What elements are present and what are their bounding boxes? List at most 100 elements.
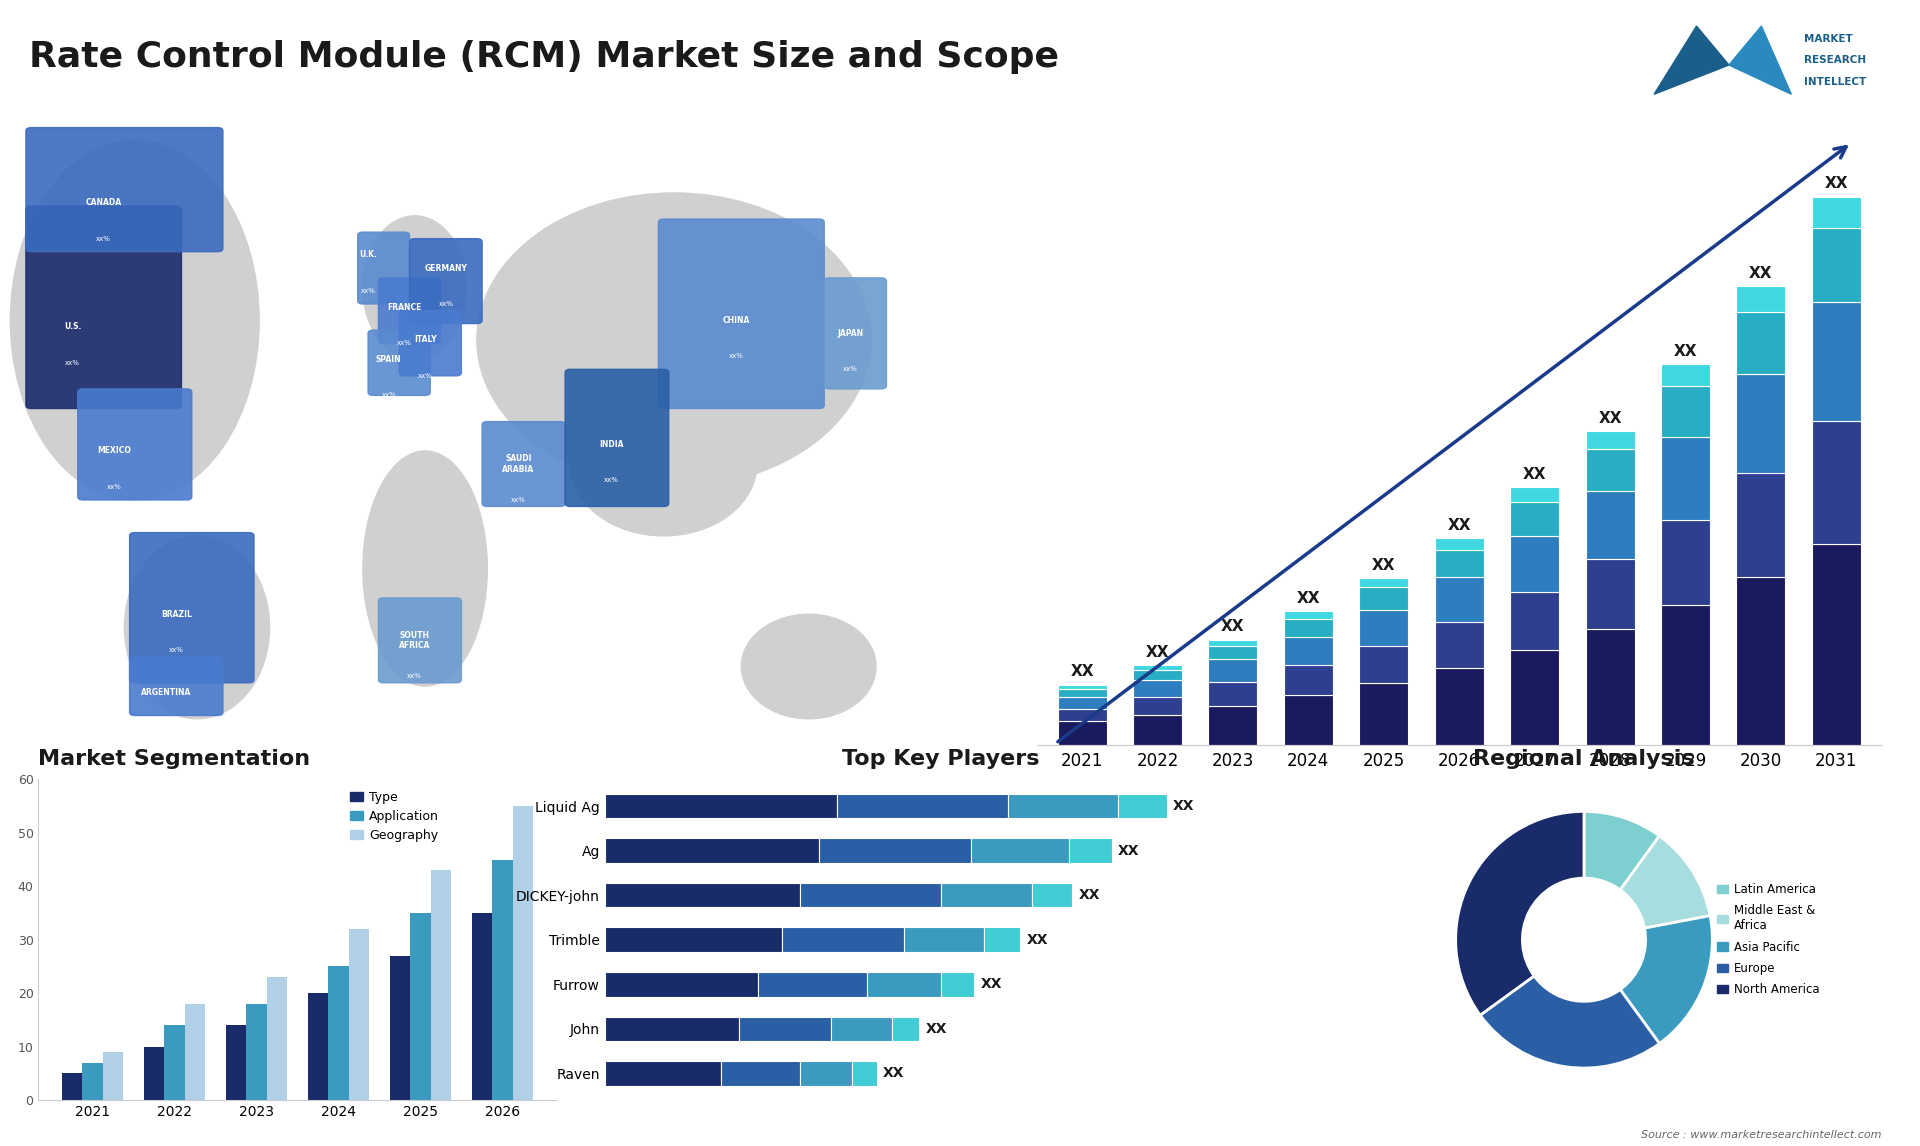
Bar bbox=[1736, 576, 1786, 745]
Bar bbox=[1284, 696, 1332, 745]
Text: INTELLECT: INTELLECT bbox=[1803, 77, 1866, 87]
Bar bbox=[1661, 605, 1711, 745]
Bar bbox=[267, 978, 288, 1100]
Text: U.S.: U.S. bbox=[63, 322, 81, 331]
Text: xx%: xx% bbox=[407, 674, 422, 680]
Bar bbox=[1511, 487, 1559, 502]
Text: XX: XX bbox=[1117, 843, 1139, 857]
Bar bbox=[83, 1062, 104, 1100]
Bar bbox=[1008, 794, 1117, 818]
Bar bbox=[328, 966, 349, 1100]
Bar bbox=[1284, 619, 1332, 637]
Bar bbox=[605, 794, 837, 818]
Bar bbox=[1133, 715, 1183, 745]
Bar bbox=[720, 1061, 801, 1085]
FancyBboxPatch shape bbox=[357, 233, 409, 304]
Bar bbox=[61, 1074, 83, 1100]
Wedge shape bbox=[1480, 976, 1659, 1068]
Text: xx%: xx% bbox=[397, 340, 411, 346]
Ellipse shape bbox=[125, 536, 269, 719]
Bar bbox=[472, 913, 492, 1100]
Bar bbox=[941, 972, 973, 997]
Bar bbox=[390, 956, 411, 1100]
Bar bbox=[1208, 706, 1258, 745]
Ellipse shape bbox=[476, 193, 872, 487]
Bar bbox=[837, 794, 1008, 818]
Polygon shape bbox=[1653, 26, 1728, 94]
Bar bbox=[605, 882, 801, 908]
Bar bbox=[1208, 659, 1258, 682]
Wedge shape bbox=[1584, 811, 1659, 890]
FancyBboxPatch shape bbox=[409, 238, 482, 323]
Text: ARGENTINA: ARGENTINA bbox=[140, 688, 192, 697]
Bar bbox=[1434, 622, 1484, 668]
Bar bbox=[1736, 286, 1786, 313]
Wedge shape bbox=[1620, 835, 1711, 928]
Bar bbox=[801, 882, 941, 908]
Text: xx%: xx% bbox=[361, 288, 376, 293]
Text: SAUDI
ARABIA: SAUDI ARABIA bbox=[503, 454, 534, 473]
Text: XX: XX bbox=[1079, 888, 1100, 902]
FancyBboxPatch shape bbox=[378, 277, 442, 343]
FancyBboxPatch shape bbox=[824, 277, 887, 388]
Text: XX: XX bbox=[1173, 799, 1194, 814]
Text: JAPAN: JAPAN bbox=[837, 329, 864, 338]
Ellipse shape bbox=[363, 450, 488, 686]
Bar bbox=[1511, 650, 1559, 745]
Text: INDIA: INDIA bbox=[599, 440, 624, 449]
Bar bbox=[1033, 882, 1071, 908]
Bar bbox=[801, 1061, 852, 1085]
Ellipse shape bbox=[363, 215, 467, 360]
FancyBboxPatch shape bbox=[27, 206, 182, 408]
Text: MEXICO: MEXICO bbox=[98, 447, 131, 455]
Title: Top Key Players: Top Key Players bbox=[843, 749, 1039, 769]
Bar bbox=[852, 1061, 877, 1085]
Bar bbox=[972, 839, 1069, 863]
Bar bbox=[1359, 587, 1407, 610]
FancyBboxPatch shape bbox=[77, 388, 192, 500]
Bar bbox=[739, 1017, 831, 1041]
Text: xx%: xx% bbox=[169, 647, 184, 653]
Bar bbox=[492, 860, 513, 1100]
Text: RESEARCH: RESEARCH bbox=[1803, 55, 1866, 65]
Text: XX: XX bbox=[1597, 410, 1622, 425]
Bar bbox=[1133, 697, 1183, 715]
Bar bbox=[1586, 559, 1634, 629]
Text: xx%: xx% bbox=[419, 372, 432, 379]
Text: Rate Control Module (RCM) Market Size and Scope: Rate Control Module (RCM) Market Size an… bbox=[29, 40, 1058, 74]
Text: xx%: xx% bbox=[843, 367, 858, 372]
Bar bbox=[1661, 364, 1711, 386]
Legend: Latin America, Middle East &
Africa, Asia Pacific, Europe, North America: Latin America, Middle East & Africa, Asi… bbox=[1713, 879, 1824, 1000]
Bar bbox=[430, 870, 451, 1100]
FancyBboxPatch shape bbox=[659, 219, 824, 408]
Bar bbox=[1434, 539, 1484, 550]
Text: XX: XX bbox=[1069, 665, 1094, 680]
FancyBboxPatch shape bbox=[378, 598, 461, 683]
Text: XX: XX bbox=[1749, 266, 1772, 281]
Text: xx%: xx% bbox=[511, 497, 526, 503]
Bar bbox=[144, 1046, 165, 1100]
Text: CHINA: CHINA bbox=[722, 316, 751, 324]
Bar bbox=[1661, 386, 1711, 437]
Bar bbox=[1359, 579, 1407, 587]
Bar bbox=[1736, 313, 1786, 374]
Bar bbox=[1586, 431, 1634, 449]
Bar bbox=[1058, 721, 1106, 745]
Text: xx%: xx% bbox=[438, 301, 453, 307]
Bar bbox=[307, 994, 328, 1100]
Bar bbox=[605, 1061, 720, 1085]
Text: MARKET: MARKET bbox=[1803, 33, 1853, 44]
Text: U.K.: U.K. bbox=[359, 251, 376, 259]
Text: XX: XX bbox=[1221, 619, 1244, 635]
Bar bbox=[941, 882, 1033, 908]
Text: BRAZIL: BRAZIL bbox=[161, 610, 192, 619]
Text: XX: XX bbox=[1146, 645, 1169, 660]
FancyBboxPatch shape bbox=[399, 311, 461, 376]
Ellipse shape bbox=[570, 392, 756, 536]
Bar bbox=[1511, 502, 1559, 536]
Text: XX: XX bbox=[1824, 176, 1849, 191]
Text: CANADA: CANADA bbox=[86, 198, 121, 207]
Text: XX: XX bbox=[981, 978, 1002, 991]
Bar bbox=[165, 1026, 184, 1100]
FancyBboxPatch shape bbox=[131, 533, 253, 683]
